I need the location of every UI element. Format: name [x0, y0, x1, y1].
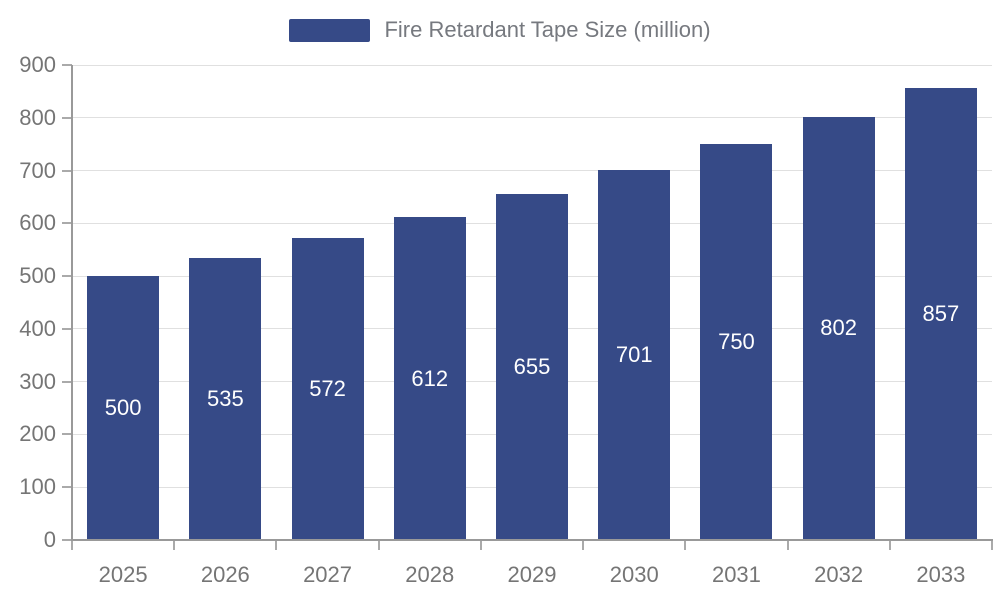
- bar-value-label: 612: [411, 365, 449, 391]
- x-axis-tick: [377, 540, 380, 550]
- y-axis-label: 500: [19, 263, 56, 289]
- y-axis-label: 400: [19, 315, 56, 341]
- bar-value-label: 750: [718, 329, 755, 355]
- gridline: [72, 64, 992, 66]
- y-axis-tick: [62, 275, 72, 278]
- y-axis-tick: [62, 169, 72, 172]
- y-axis-label: 600: [19, 210, 56, 236]
- x-axis-tick: [582, 540, 585, 550]
- gridline: [72, 170, 992, 172]
- y-axis-label: 900: [19, 52, 56, 77]
- bar-value-label: 802: [820, 315, 858, 341]
- bar[interactable]: [87, 276, 160, 540]
- x-axis-label: 2033: [916, 562, 966, 587]
- bar-value-label: 857: [922, 300, 960, 326]
- legend-swatch[interactable]: [289, 18, 371, 42]
- bar[interactable]: [700, 144, 773, 540]
- y-axis-tick: [62, 116, 72, 119]
- x-axis-tick: [173, 540, 176, 550]
- bar-value-label: 655: [513, 354, 551, 380]
- x-axis-label: 2027: [303, 562, 353, 587]
- y-axis-label: 300: [19, 368, 56, 394]
- x-axis-label: 2026: [200, 562, 250, 587]
- x-axis-label: 2030: [609, 562, 659, 587]
- y-axis-label: 100: [19, 474, 56, 500]
- y-axis-tick: [62, 64, 72, 66]
- y-axis-tick: [62, 380, 72, 383]
- y-axis-tick: [62, 327, 72, 330]
- y-axis-label: 800: [19, 104, 56, 130]
- y-axis-label: 0: [43, 527, 56, 552]
- y-axis-tick: [62, 486, 72, 489]
- bar-value-label: 535: [206, 385, 244, 411]
- x-axis-line: [71, 539, 993, 541]
- legend-label[interactable]: Fire Retardant Tape Size (million): [384, 17, 711, 42]
- bar-value-label: 500: [104, 395, 142, 421]
- x-axis-tick: [888, 540, 891, 550]
- x-axis-label: 2028: [405, 562, 455, 587]
- bar-value-label: 572: [309, 376, 346, 402]
- x-axis-label: 2029: [507, 562, 557, 587]
- bar[interactable]: [291, 238, 364, 540]
- x-axis-tick: [275, 540, 278, 550]
- bar[interactable]: [598, 170, 671, 540]
- x-axis-tick: [684, 540, 687, 550]
- bar[interactable]: [802, 116, 875, 540]
- y-axis-label: 200: [19, 421, 56, 447]
- bar[interactable]: [496, 194, 568, 540]
- x-axis-tick: [479, 540, 482, 550]
- legend: Fire Retardant Tape Size (million): [0, 15, 1000, 45]
- x-axis-tick: [991, 540, 993, 550]
- y-axis-tick: [62, 222, 72, 225]
- y-axis-tick: [62, 433, 72, 436]
- y-axis-tick: [62, 539, 72, 541]
- bar-value-label: 701: [615, 342, 653, 367]
- x-axis-tick: [786, 540, 789, 550]
- y-axis-line: [71, 65, 73, 541]
- x-axis-label: 2032: [814, 562, 864, 587]
- y-axis-label: 700: [19, 157, 56, 183]
- gridline: [72, 117, 992, 119]
- x-axis-label: 2031: [711, 562, 761, 587]
- x-axis-label: 2025: [98, 562, 148, 587]
- bar[interactable]: [904, 87, 977, 540]
- bar[interactable]: [189, 257, 262, 540]
- x-axis-tick: [71, 540, 73, 550]
- bar[interactable]: [393, 217, 466, 540]
